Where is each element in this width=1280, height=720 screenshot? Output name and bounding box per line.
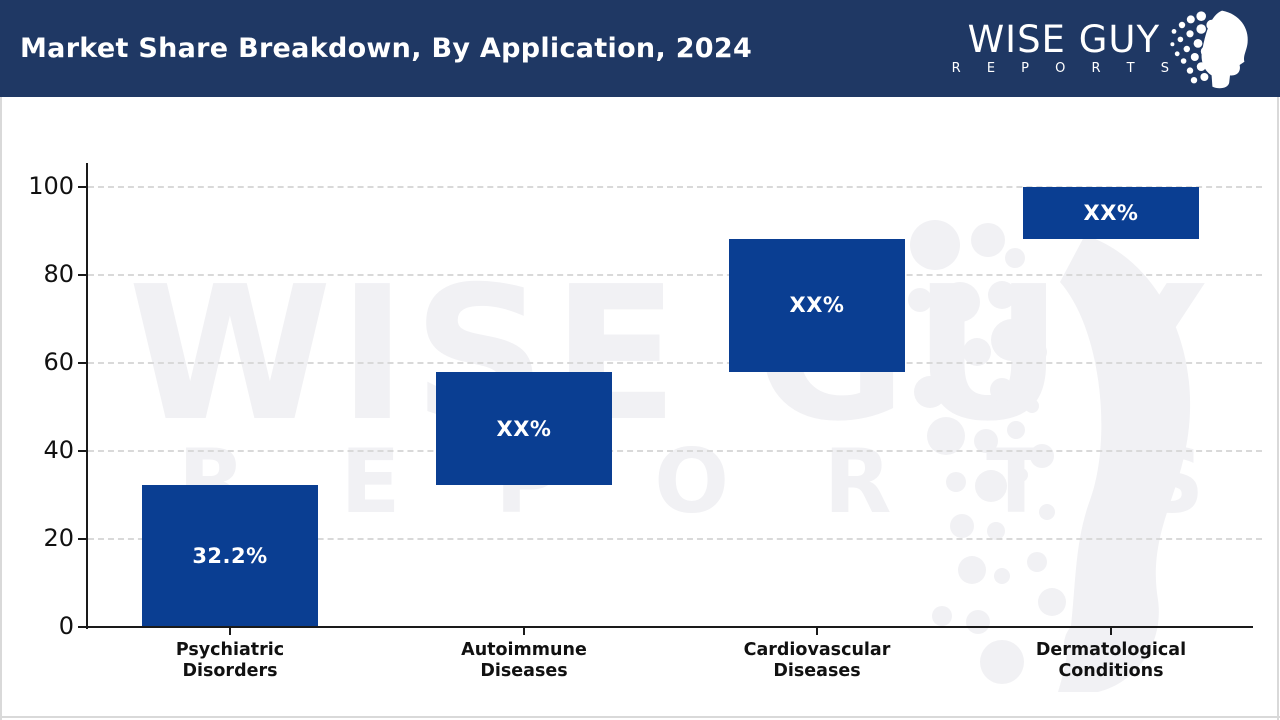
figure-border-left [0, 97, 2, 720]
x-label-line: Psychiatric [175, 640, 285, 660]
y-tick-mark [78, 362, 86, 364]
bar-value-label: XX% [1083, 200, 1139, 225]
gridline-y-80 [88, 274, 1262, 276]
x-label-line: Autoimmune [461, 640, 587, 660]
x-axis [86, 626, 1253, 628]
gridline-y-100 [88, 186, 1262, 188]
brand-logo-text: WISE GUY R E P O R T S [948, 21, 1180, 76]
gridline-y-40 [88, 450, 1262, 452]
y-tick-mark [78, 186, 86, 188]
bar-cardiovascular-diseases: XX% [729, 238, 905, 372]
x-label-line: Disorders [182, 661, 278, 681]
x-label-line: Dermatological [1035, 640, 1187, 660]
bar-value-label: XX% [496, 416, 552, 441]
x-tick-label-psychiatric-disorders: Psychiatric Disorders [110, 640, 350, 682]
wiseguy-face-icon [1170, 10, 1248, 88]
x-label-line: Diseases [773, 661, 861, 681]
brand-name: WISE GUY [967, 18, 1161, 61]
chart-title: Market Share Breakdown, By Application, … [20, 33, 753, 64]
x-tick-mark [229, 628, 231, 635]
y-tick-label: 20 [43, 524, 74, 552]
figure-border-right [1277, 97, 1279, 720]
x-tick-label-cardiovascular-diseases: Cardiovascular Diseases [697, 640, 937, 682]
y-tick-label: 40 [43, 436, 74, 464]
y-tick-label: 100 [28, 172, 74, 200]
y-tick-mark [78, 538, 86, 540]
bar-psychiatric-disorders: 32.2% [142, 485, 318, 627]
y-tick-label: 60 [43, 348, 74, 376]
bar-value-label: 32.2% [192, 544, 268, 569]
x-label-line: Conditions [1058, 661, 1164, 681]
x-label-line: Diseases [480, 661, 568, 681]
y-axis [86, 163, 88, 629]
header: Market Share Breakdown, By Application, … [0, 0, 1280, 97]
x-tick-label-autoimmune-diseases: Autoimmune Diseases [404, 640, 644, 682]
bar-value-label: XX% [789, 293, 845, 318]
y-tick-mark [78, 626, 86, 628]
y-tick-label: 0 [58, 612, 74, 640]
x-tick-mark [1110, 628, 1112, 635]
brand-logo: WISE GUY R E P O R T S [948, 6, 1254, 92]
gridline-y-60 [88, 362, 1262, 364]
x-tick-mark [523, 628, 525, 635]
x-label-line: Cardiovascular [743, 640, 891, 660]
bar-autoimmune-diseases: XX% [436, 371, 612, 486]
x-tick-label-dermatological-conditions: Dermatological Conditions [991, 640, 1231, 682]
figure-border-bottom [0, 716, 1280, 718]
y-tick-mark [78, 450, 86, 452]
y-tick-mark [78, 274, 86, 276]
y-tick-label: 80 [43, 260, 74, 288]
gridline-y-20 [88, 538, 1262, 540]
brand-tagline: R E P O R T S [951, 61, 1180, 76]
bar-dermatological-conditions: XX% [1023, 187, 1199, 239]
x-tick-mark [816, 628, 818, 635]
